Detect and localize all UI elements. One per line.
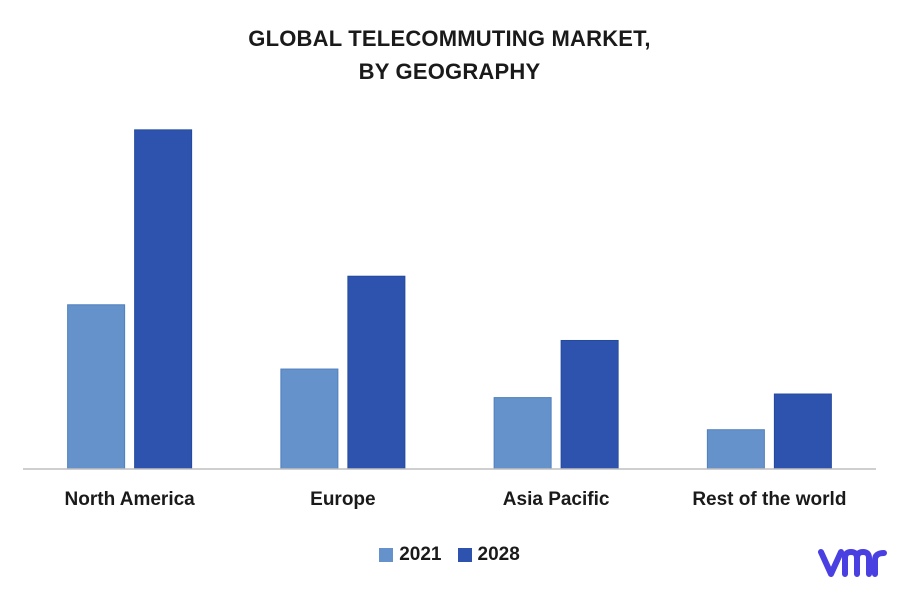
x-tick-label: Rest of the world [692,489,846,510]
bar-2021-europe [280,368,339,470]
bars-group [67,129,832,470]
bar-2028-rest-of-the-world [773,393,832,470]
legend-label-2028: 2028 [477,544,520,565]
bar-2021-rest-of-the-world [706,429,765,470]
bar-2028-asia-pacific [560,339,619,470]
x-tick-label: Asia Pacific [503,489,610,510]
x-tick-label: North America [65,489,196,510]
legend-item-2028: 2028 [457,544,520,566]
legend-swatch-2021 [379,548,394,562]
x-tick-label: Europe [310,489,375,510]
bar-2028-europe [347,275,406,470]
x-axis-labels: North America Europe Asia Pacific Rest of t… [65,489,847,510]
chart-title-line-2: BY GEOGRAPHY [358,59,541,84]
bar-2021-asia-pacific [493,397,552,470]
legend: 2021 2028 [0,544,899,566]
legend-label-2021: 2021 [399,544,442,565]
legend-swatch-2028 [457,548,472,562]
bar-2028-north-america [134,129,193,470]
bar-2021-north-america [67,304,126,470]
vmr-logo-icon [818,549,887,577]
chart-title: GLOBAL TELECOMMUTING MARKET, BY GEOGRAPH… [0,22,899,88]
chart-title-line-1: GLOBAL TELECOMMUTING MARKET, [248,26,651,51]
legend-item-2021: 2021 [379,544,442,566]
